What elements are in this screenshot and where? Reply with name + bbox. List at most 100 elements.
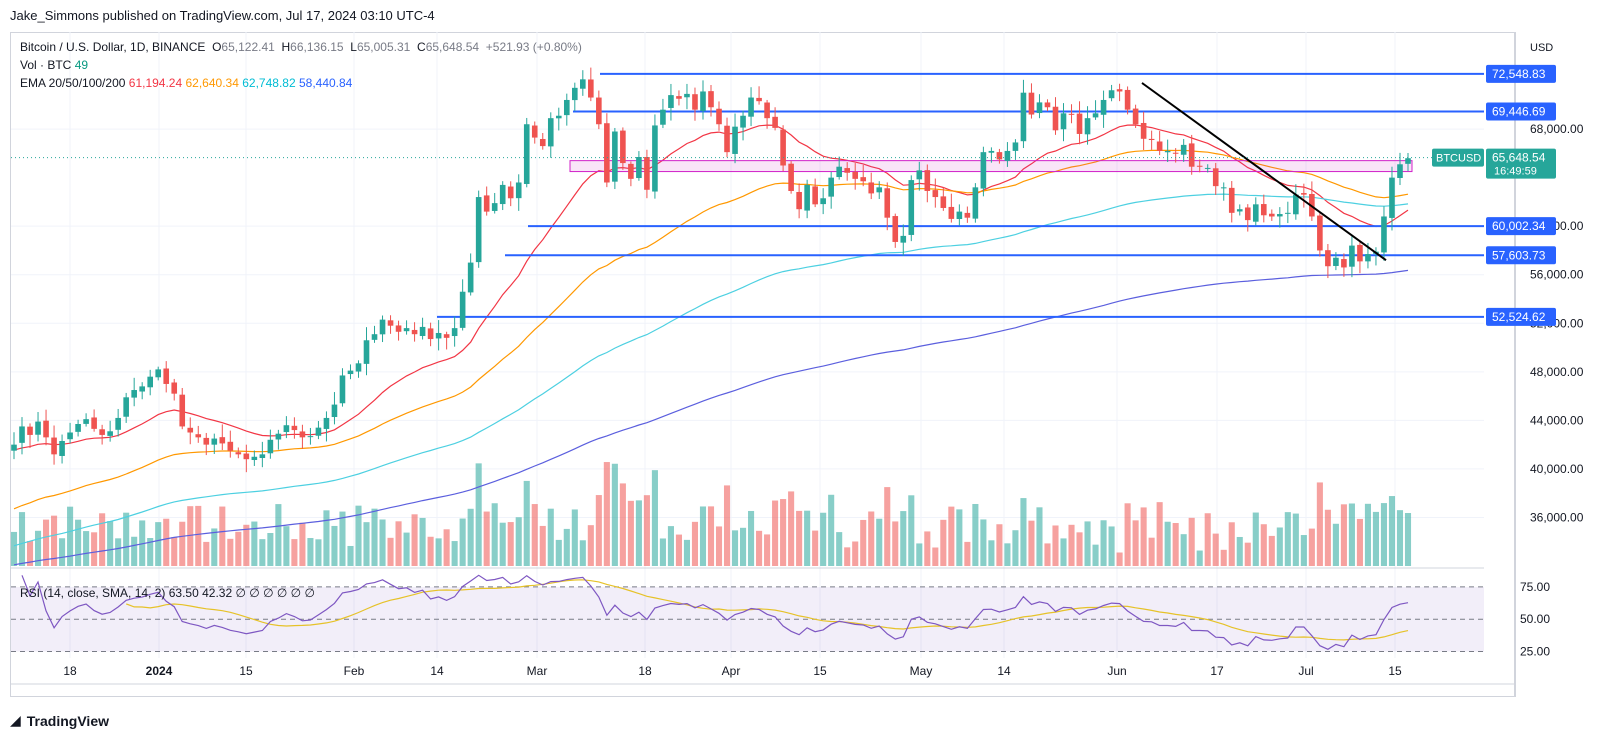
currency-label[interactable]: USD [1530,42,1554,54]
candle-body-9 [83,419,89,424]
ema-label[interactable]: EMA 20/50/100/200 [20,76,126,90]
x-tick-label-6: 18 [638,664,652,678]
volume-bar-138 [1116,552,1123,566]
candle-body-107 [868,182,875,194]
candle-body-88 [716,108,722,125]
tradingview-logo[interactable]: ◢ TradingView [10,712,109,729]
candle-body-68 [555,115,562,119]
candle-body-72 [588,79,594,98]
volume-bar-46 [379,519,386,566]
volume-bar-24 [203,541,210,566]
current-price-badge [1486,148,1556,179]
price-level-badge-0 [1486,64,1556,83]
candle-body-69 [563,99,570,116]
volume-bar-2 [26,541,34,566]
x-tick-label-4: 14 [430,664,444,678]
candle-body-153 [1236,209,1243,212]
candle-body-32 [267,439,274,454]
close-label: C [417,40,426,54]
candle-body-15 [131,390,137,398]
candle-body-124 [1004,150,1011,161]
volume-bar-162 [1308,528,1315,566]
volume-bar-128 [1036,507,1043,566]
price-level-badge-2 [1486,217,1556,236]
candle-body-20 [171,382,178,394]
x-tick-label-7: Apr [722,664,741,678]
candle-body-147 [1188,143,1195,167]
volume-bar-66 [539,525,546,566]
volume-bar-84 [683,539,691,566]
y-tick-label-2: 44,000.00 [1530,413,1584,427]
x-tick-label-13: Jul [1298,664,1313,678]
volume-bar-29 [243,524,250,566]
candle-body-160 [1293,194,1299,215]
candle-body-45 [371,334,378,340]
volume-bar-52 [427,536,434,566]
candle-body-51 [419,326,426,337]
candle-body-135 [1092,113,1099,118]
price-level-badge-1 [1486,102,1556,121]
symbol-badge-label: BTCUSD [1436,153,1481,165]
candle-body-73 [596,97,602,125]
volume-bar-74 [603,462,610,566]
volume-bar-91 [740,527,747,566]
volume-bar-126 [1020,498,1027,566]
candle-body-101 [820,198,826,205]
candle-body-43 [355,363,362,372]
rsi-label[interactable]: RSI (14, close, SMA, 14, 2) [20,586,166,600]
candle-body-114 [924,170,931,191]
candle-body-149 [1204,167,1211,169]
symbol-title[interactable]: Bitcoin / U.S. Dollar, 1D, BINANCE [20,40,206,54]
candle-body-99 [804,184,810,211]
volume-label[interactable]: Vol · BTC [20,58,72,72]
candle-body-62 [507,186,514,199]
volume-bar-5 [51,515,58,566]
open-value: 65,122.41 [221,40,275,54]
candle-body-33 [275,433,282,440]
candle-body-148 [1196,165,1203,167]
volume-bar-105 [852,541,859,566]
candle-body-31 [259,454,266,459]
volume-bar-166 [1340,504,1347,566]
volume-bar-168 [1356,518,1363,566]
candle-body-108 [876,187,883,193]
volume-bar-6 [59,538,66,566]
candle-body-85 [692,94,698,110]
candle-body-110 [892,216,899,242]
volume-bar-150 [1212,533,1219,566]
volume-bar-61 [499,522,506,566]
candle-body-136 [1100,99,1107,115]
candle-body-104 [844,168,850,173]
volume-bar-103 [836,532,843,566]
candle-body-71 [580,79,586,89]
candle-body-19 [163,368,170,384]
candle-body-156 [1260,204,1267,216]
rsi-value: 63.50 [168,586,199,600]
volume-bar-155 [1252,512,1259,566]
candle-body-52 [427,328,434,340]
candle-body-63 [515,182,522,199]
candle-body-96 [780,129,786,166]
chart-frame[interactable] [10,32,1515,697]
volume-bar-135 [1092,544,1099,566]
volume-bar-68 [555,539,562,566]
candle-body-7 [67,432,73,440]
candle-body-169 [1365,254,1371,262]
candle-body-41 [339,375,346,404]
volume-value: 49 [74,58,89,72]
candle-body-74 [604,123,610,183]
volume-bar-122 [988,540,995,566]
ema20-value: 61,194.24 [128,76,183,90]
candle-body-87 [708,91,714,108]
volume-bar-136 [1100,520,1107,566]
y-tick-label-7: 68,000.00 [1530,122,1584,136]
candle-body-164 [1325,250,1331,267]
change-value: +521.93 (+0.80%) [485,40,582,54]
candle-body-158 [1277,214,1283,217]
volume-bar-121 [980,519,987,566]
candle-body-75 [612,131,618,182]
volume-bar-47 [387,537,394,566]
volume-bar-64 [523,480,530,566]
candle-body-30 [251,456,258,461]
